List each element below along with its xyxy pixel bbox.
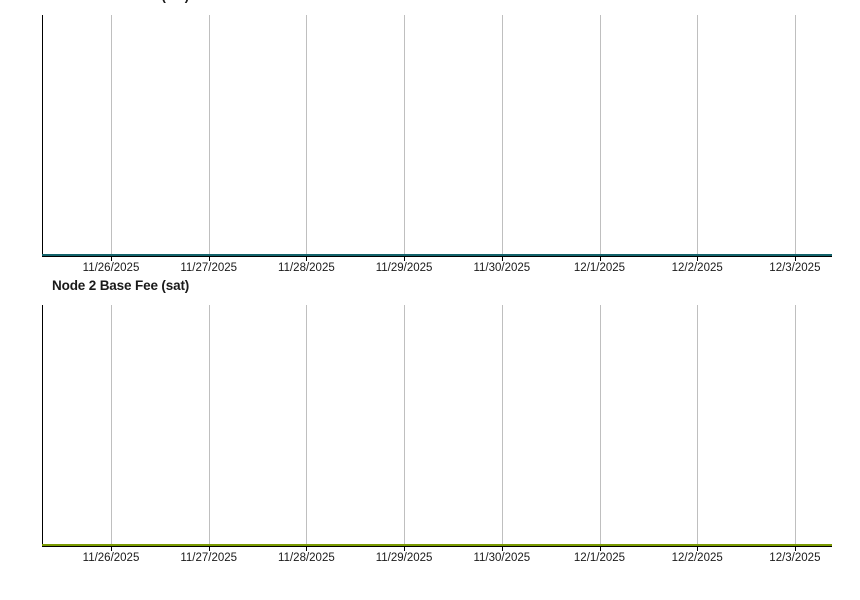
x-axis-tick-label: 11/26/2025 (82, 552, 140, 564)
gridline (306, 15, 308, 256)
x-axis-tick-label: 11/27/2025 (180, 262, 238, 274)
gridlines-node-2 (42, 305, 860, 546)
x-axis-tick (306, 547, 308, 551)
gridline (794, 15, 796, 256)
gridline (697, 305, 699, 546)
x-axis-tick (501, 257, 503, 261)
x-axis-tick-label: 11/26/2025 (82, 262, 140, 274)
x-axis-tick-label: 12/2/2025 (671, 262, 723, 274)
x-axis-tick (697, 257, 699, 261)
x-axis-tick-label: 11/30/2025 (473, 262, 531, 274)
gridline (599, 305, 601, 546)
x-axis-ticks-node-2 (42, 547, 860, 551)
x-axis-tick-label: 11/29/2025 (375, 262, 433, 274)
x-axis-tick-labels-node-1: 11/26/2025 11/27/2025 11/28/2025 11/29/2025… (0, 262, 860, 278)
y-axis-line-node-2 (42, 305, 43, 547)
y-axis-line-node-1 (42, 15, 43, 257)
gridlines-node-1 (42, 15, 860, 256)
x-axis-line-node-1 (42, 256, 832, 257)
x-axis-tick-label: 11/29/2025 (375, 552, 433, 564)
gridline (111, 15, 112, 256)
gridline (208, 15, 210, 256)
plot-area-node-2 (42, 305, 860, 546)
x-axis-tick (208, 547, 210, 551)
gridline (404, 15, 406, 256)
chart-title-node-2: Node 2 Base Fee (sat) (52, 278, 190, 293)
x-axis-line-node-2 (42, 546, 832, 547)
x-axis-tick-label: 11/28/2025 (278, 262, 335, 274)
x-axis-tick (404, 547, 406, 551)
x-axis-tick-label: 12/3/2025 (769, 262, 821, 274)
x-axis-tick (306, 257, 308, 261)
data-series-line-node-2 (42, 544, 832, 546)
plot-area-node-1 (42, 15, 860, 256)
gridline (404, 305, 406, 546)
gridline (208, 305, 210, 546)
chart-panel-node-2: Node 2 Base Fee (sat) 11/26/2025 11/27/20… (0, 276, 860, 576)
x-axis-tick (501, 547, 503, 551)
x-axis-tick (697, 547, 699, 551)
gridline (794, 305, 796, 546)
x-axis-ticks-node-1 (42, 257, 860, 261)
gridline (599, 15, 601, 256)
page-title: Node 1 Base Fee (sat) (52, 0, 189, 3)
x-axis-tick-label: 11/27/2025 (180, 552, 238, 564)
gridline (306, 305, 308, 546)
x-axis-tick (794, 257, 796, 261)
x-axis-tick-labels-node-2: 11/26/2025 11/27/2025 11/28/2025 11/29/2025… (0, 552, 860, 568)
x-axis-tick (794, 547, 796, 551)
x-axis-tick (404, 257, 406, 261)
x-axis-tick (111, 547, 112, 551)
x-axis-tick-label: 12/2/2025 (671, 552, 723, 564)
x-axis-tick-label: 12/3/2025 (769, 552, 821, 564)
chart-panel-node-1: Node 1 Base Fee (sat) 11/26/2025 11/27/20… (0, 0, 860, 286)
gridline (111, 305, 112, 546)
x-axis-tick (208, 257, 210, 261)
x-axis-tick-label: 12/1/2025 (573, 262, 626, 274)
x-axis-tick-label: 11/28/2025 (278, 552, 335, 564)
gridline (501, 15, 503, 256)
x-axis-tick-label: 11/30/2025 (473, 552, 531, 564)
x-axis-tick-label: 12/1/2025 (573, 552, 626, 564)
gridline (501, 305, 503, 546)
x-axis-tick (599, 257, 601, 261)
x-axis-tick (599, 547, 601, 551)
x-axis-tick (111, 257, 112, 261)
data-series-line-node-1 (42, 254, 832, 256)
gridline (697, 15, 699, 256)
